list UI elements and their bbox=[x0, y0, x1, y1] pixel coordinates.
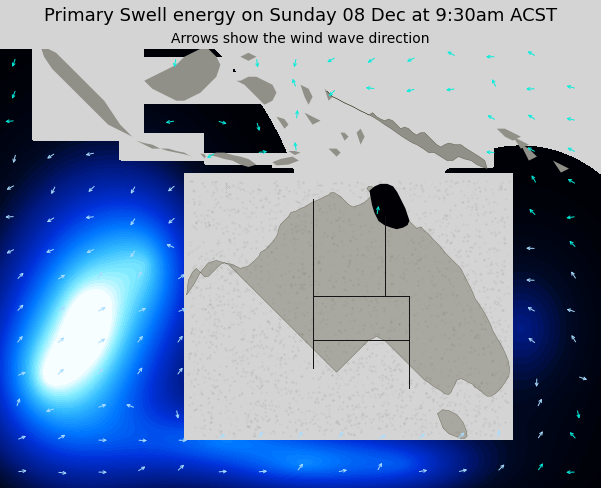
Polygon shape bbox=[305, 113, 320, 124]
Text: Arrows show the wind wave direction: Arrows show the wind wave direction bbox=[171, 32, 430, 46]
Text: Primary Swell energy on Sunday 08 Dec at 9:30am ACST: Primary Swell energy on Sunday 08 Dec at… bbox=[44, 7, 557, 24]
Polygon shape bbox=[497, 129, 521, 141]
Polygon shape bbox=[513, 137, 529, 149]
Polygon shape bbox=[224, 0, 264, 21]
Polygon shape bbox=[236, 77, 276, 105]
Polygon shape bbox=[144, 49, 221, 101]
Polygon shape bbox=[272, 157, 299, 165]
Polygon shape bbox=[209, 153, 257, 167]
Polygon shape bbox=[240, 53, 257, 61]
Polygon shape bbox=[40, 45, 132, 137]
Polygon shape bbox=[325, 89, 332, 101]
Polygon shape bbox=[300, 85, 313, 105]
Polygon shape bbox=[521, 144, 537, 161]
Polygon shape bbox=[438, 410, 467, 439]
Polygon shape bbox=[327, 91, 487, 168]
Polygon shape bbox=[252, 17, 288, 33]
Polygon shape bbox=[553, 161, 569, 173]
Polygon shape bbox=[370, 184, 409, 228]
Polygon shape bbox=[288, 151, 300, 155]
Polygon shape bbox=[200, 153, 206, 158]
Polygon shape bbox=[356, 129, 365, 144]
Polygon shape bbox=[276, 117, 288, 129]
Polygon shape bbox=[329, 149, 341, 157]
Polygon shape bbox=[120, 137, 197, 158]
Polygon shape bbox=[187, 186, 510, 396]
Polygon shape bbox=[341, 133, 349, 141]
